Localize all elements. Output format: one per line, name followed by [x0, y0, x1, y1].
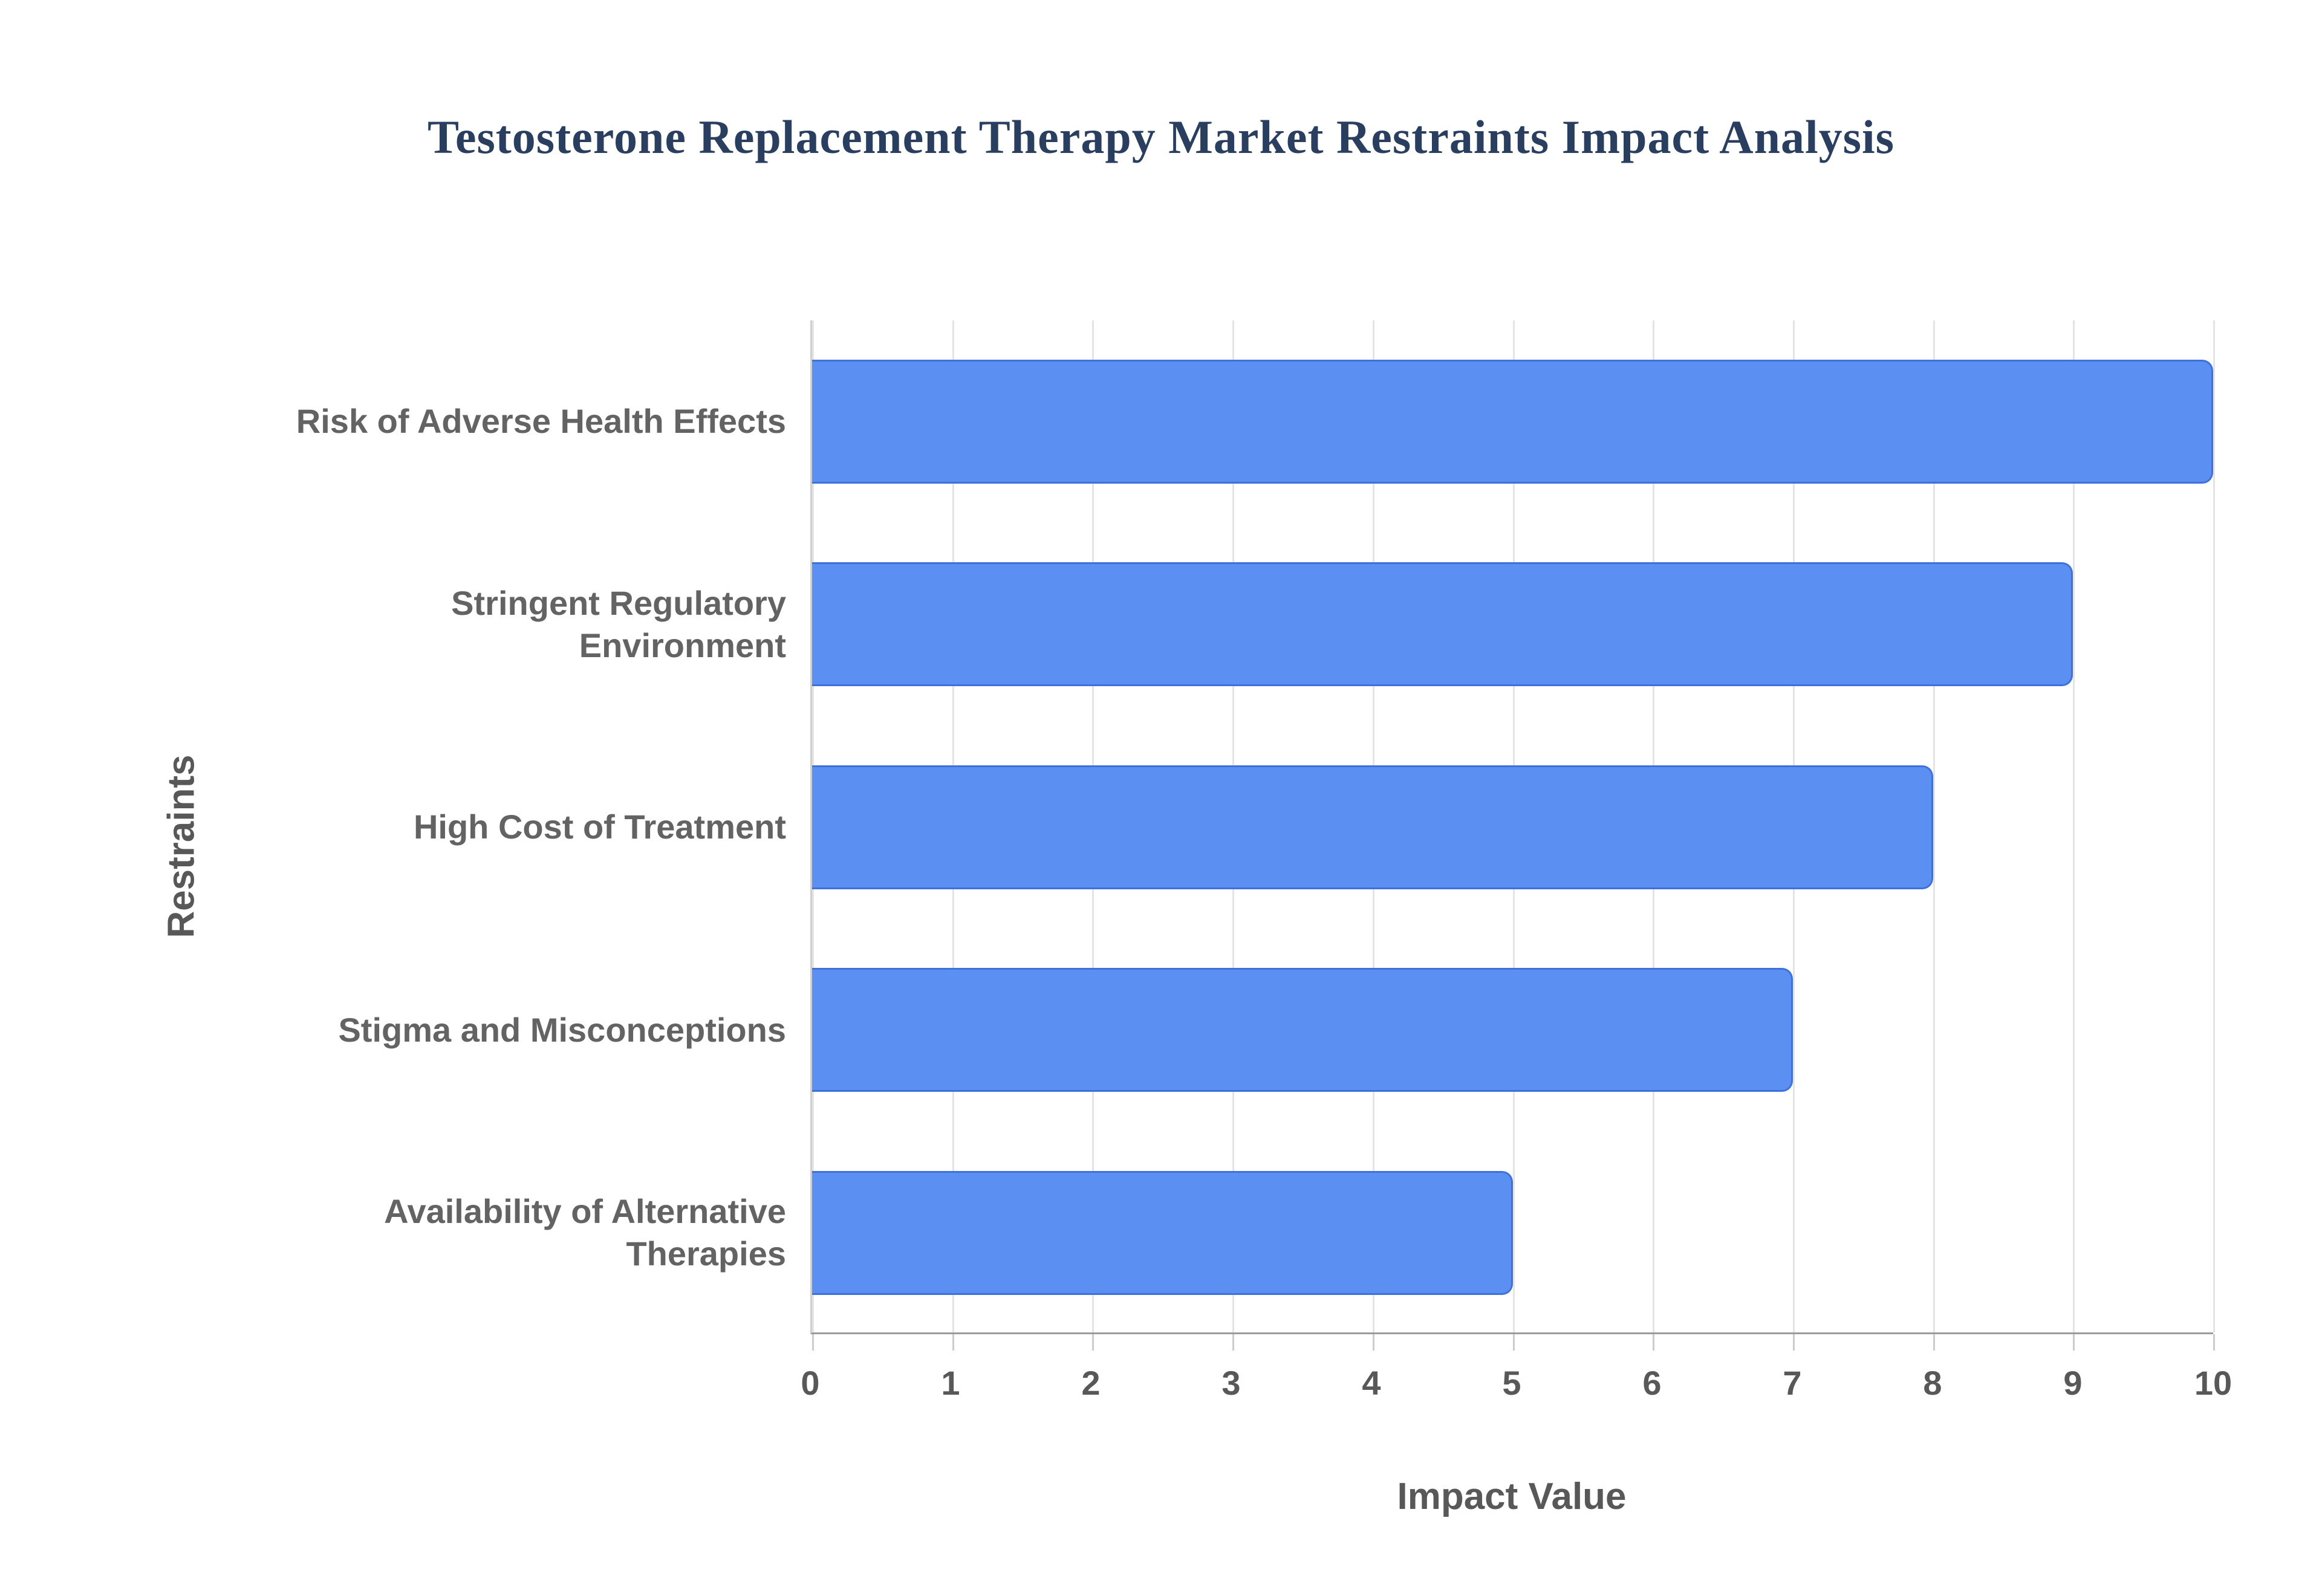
- x-tick-label-10: 10: [2194, 1364, 2233, 1402]
- x-tickmark-10: [2213, 1334, 2215, 1351]
- x-tickmark-7: [1792, 1334, 1795, 1351]
- x-tickmark-2: [1092, 1334, 1094, 1351]
- x-tick-label-0: 0: [801, 1364, 820, 1402]
- x-tick-label-3: 3: [1221, 1364, 1241, 1402]
- plot-area: [810, 320, 2215, 1351]
- x-tick-label-1: 1: [941, 1364, 960, 1402]
- bar-row: [812, 360, 2213, 484]
- gridline-10: [2213, 320, 2215, 1332]
- y-tick-label-risk-of-adverse-health-effects: Risk of Adverse Health Effects: [296, 402, 786, 440]
- x-tickmark-4: [1372, 1334, 1374, 1351]
- gridline-9: [2073, 320, 2075, 1332]
- x-axis-title: Impact Value: [1397, 1476, 1627, 1517]
- bar-row: [812, 765, 2213, 889]
- y-axis-title: Restraints: [160, 754, 203, 938]
- x-tick-label-2: 2: [1081, 1364, 1101, 1402]
- y-tick-label-availability-of-alternative-therapies: Availability of Alternative Therapies: [384, 1192, 786, 1273]
- bar-stringent-regulatory-environment[interactable]: [812, 562, 2073, 687]
- x-tick-label-9: 9: [2063, 1364, 2083, 1402]
- bar-row: [812, 1170, 2213, 1295]
- bar-stigma-and-misconceptions[interactable]: [812, 968, 1793, 1092]
- x-tickmark-8: [1933, 1334, 1935, 1351]
- x-tickmark-5: [1512, 1334, 1515, 1351]
- x-tickmark-3: [1232, 1334, 1235, 1351]
- chart-title: Testosterone Replacement Therapy Market …: [427, 111, 1895, 163]
- x-tick-label-7: 7: [1783, 1364, 1802, 1402]
- y-tick-label-stigma-and-misconceptions: Stigma and Misconceptions: [338, 1011, 786, 1049]
- bar-high-cost-of-treatment[interactable]: [812, 765, 1933, 889]
- bar-row: [812, 562, 2213, 687]
- bar-availability-of-alternative-therapies[interactable]: [812, 1170, 1513, 1295]
- gridline-8: [1933, 320, 1935, 1332]
- bar-risk-of-adverse-health-effects[interactable]: [812, 360, 2213, 484]
- y-tick-label-stringent-regulatory-environment: Stringent Regulatory Environment: [451, 584, 786, 664]
- x-tick-label-6: 6: [1642, 1364, 1662, 1402]
- y-tick-label-high-cost-of-treatment: High Cost of Treatment: [413, 808, 786, 846]
- x-tickmark-9: [2073, 1334, 2075, 1351]
- x-tick-label-5: 5: [1502, 1364, 1521, 1402]
- x-tick-label-4: 4: [1362, 1364, 1381, 1402]
- x-tick-label-8: 8: [1923, 1364, 1942, 1402]
- x-tickmark-6: [1653, 1334, 1655, 1351]
- bar-row: [812, 968, 2213, 1092]
- x-tickmark-0: [812, 1334, 814, 1351]
- x-tickmark-1: [952, 1334, 954, 1351]
